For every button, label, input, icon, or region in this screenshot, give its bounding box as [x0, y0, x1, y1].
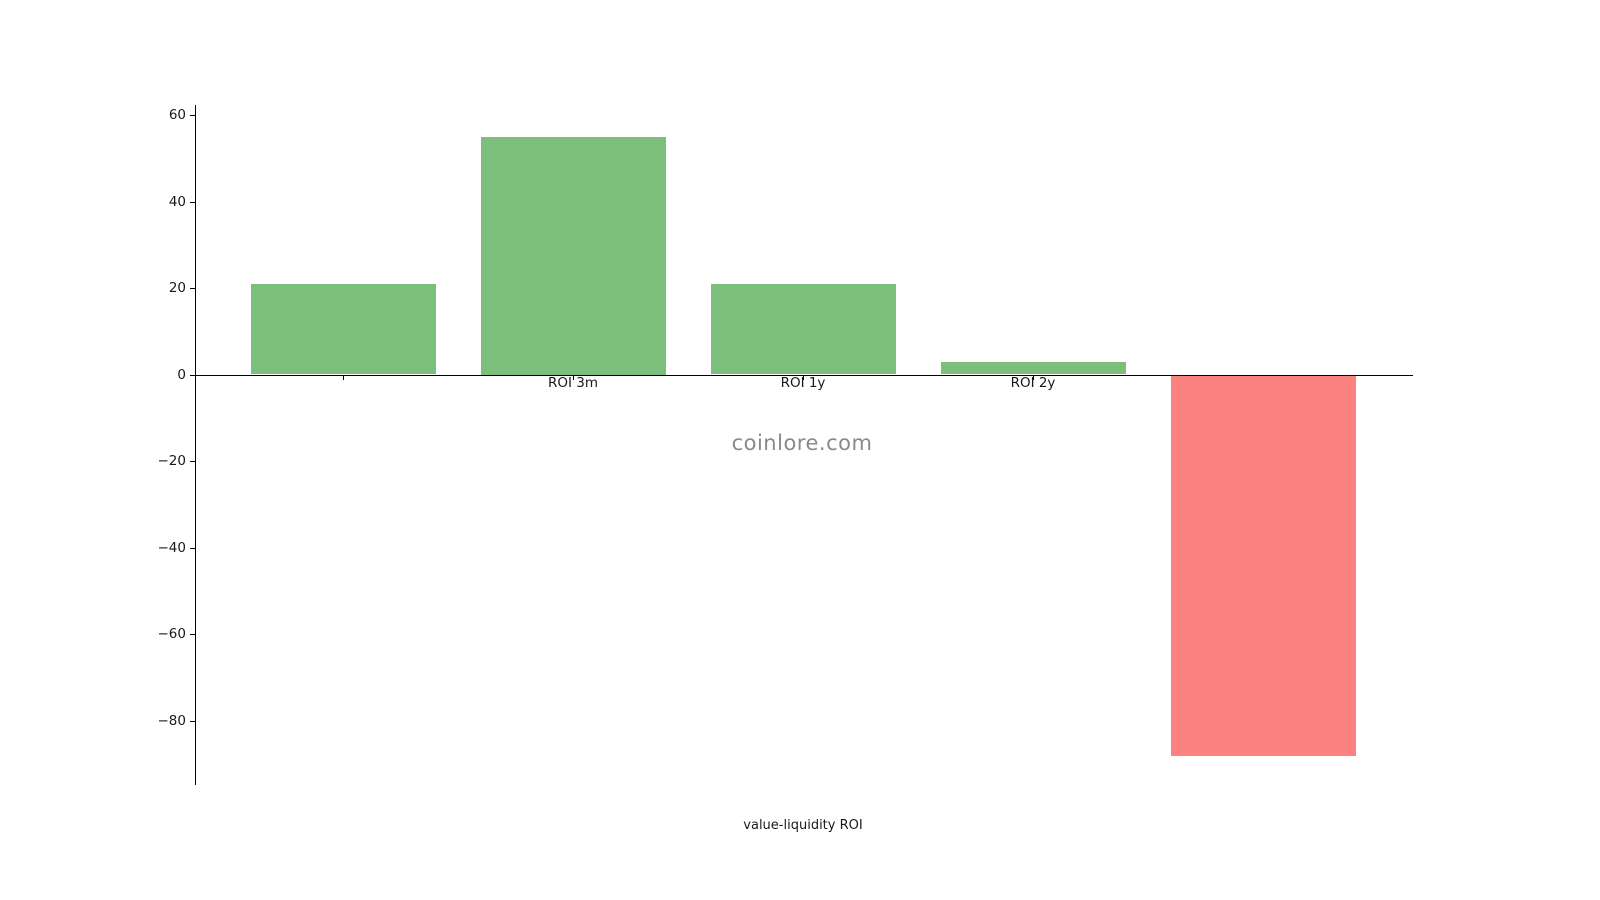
y-tick-mark	[190, 375, 195, 376]
x-tick-label-roi-1y: ROI 1y	[780, 375, 826, 391]
y-tick-label: −40	[157, 540, 187, 556]
x-tick-mark	[573, 376, 574, 380]
y-tick-mark	[190, 288, 195, 289]
x-tick-mark	[343, 376, 344, 380]
y-tick-label: 40	[168, 194, 186, 210]
watermark: coinlore.com	[731, 431, 873, 455]
bar-series-1	[250, 283, 436, 375]
bar-roi-2y	[940, 361, 1126, 375]
bar-roi-3m	[480, 136, 666, 375]
y-tick-mark	[190, 721, 195, 722]
y-tick-mark	[190, 548, 195, 549]
x-tick-mark	[1033, 376, 1034, 380]
x-axis-line	[196, 375, 1413, 376]
bar-series-5	[1170, 375, 1356, 757]
y-tick-mark	[190, 461, 195, 462]
y-axis-line	[195, 105, 196, 785]
y-tick-label: −20	[157, 453, 187, 469]
y-tick-mark	[190, 115, 195, 116]
y-tick-label: −80	[157, 713, 187, 729]
x-tick-label-roi-2y: ROI 2y	[1010, 375, 1056, 391]
y-tick-mark	[190, 202, 195, 203]
bar-roi-1y	[710, 283, 896, 375]
x-tick-mark	[803, 376, 804, 380]
y-tick-label: 60	[168, 107, 186, 123]
y-tick-label: 20	[168, 280, 186, 296]
y-tick-mark	[190, 634, 195, 635]
x-tick-label-roi-3m: ROI 3m	[547, 375, 599, 391]
y-tick-label: 0	[177, 367, 186, 383]
x-axis-title: value-liquidity ROI	[743, 818, 863, 833]
y-tick-label: −60	[157, 626, 187, 642]
